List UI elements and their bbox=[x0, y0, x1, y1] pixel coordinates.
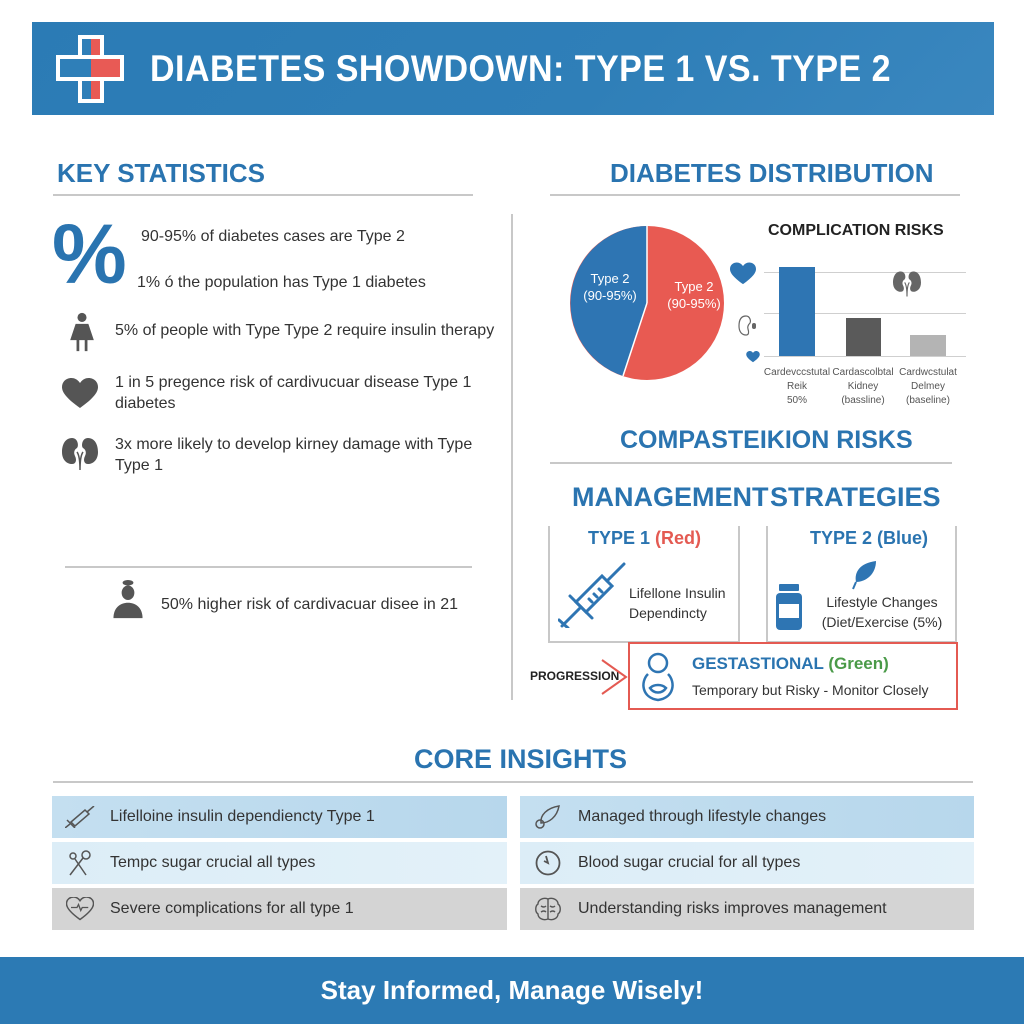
insight-text: Tempc sugar crucial all types bbox=[110, 854, 316, 871]
heart-icon bbox=[730, 262, 756, 285]
heart-icon bbox=[746, 351, 760, 363]
insight-text: Lifelloine insulin dependiencty Type 1 bbox=[110, 808, 375, 825]
scissors-icon bbox=[60, 850, 100, 876]
medical-cross-icon bbox=[56, 34, 124, 103]
footer-slogan: Stay Informed, Manage Wisely! bbox=[320, 975, 704, 1005]
divider bbox=[738, 526, 740, 642]
insight-item: Lifelloine insulin dependiencty Type 1 bbox=[52, 796, 507, 838]
leaf-icon bbox=[852, 561, 876, 590]
distribution-pie-chart bbox=[570, 226, 724, 380]
management-title: MANAGEMENT bbox=[572, 482, 769, 512]
pie-label-type2-red: Type 2 (90-95%) bbox=[667, 279, 721, 311]
bar-label: Cardwcstulat Delmey (baseline) bbox=[899, 367, 957, 406]
page-title: DIABETES SHOWDOWN: TYPE 1 VS. TYPE 2 bbox=[150, 47, 891, 89]
person-icon bbox=[70, 312, 94, 352]
mother-baby-icon bbox=[642, 652, 674, 702]
key-statistics-title: KEY STATISTICS bbox=[57, 158, 266, 188]
divider bbox=[53, 194, 473, 196]
arrow-right-icon bbox=[601, 659, 628, 695]
stat-item: 50% higher risk of cardivacuar disee in … bbox=[161, 596, 459, 613]
type2-title: TYPE 2 (Blue) bbox=[810, 528, 929, 548]
divider bbox=[550, 194, 960, 196]
bar-kidney bbox=[846, 318, 881, 356]
percent-icon: % bbox=[52, 207, 127, 301]
insight-item: Managed through lifestyle changes bbox=[520, 796, 974, 838]
column-divider bbox=[511, 214, 513, 700]
insight-item: Severe complications for all type 1 bbox=[52, 888, 507, 930]
syringe-icon bbox=[60, 806, 100, 828]
heart-icon bbox=[62, 378, 98, 408]
strategies-title: STRATEGIES bbox=[770, 482, 941, 512]
insight-item: Tempc sugar crucial all types bbox=[52, 842, 507, 884]
insight-item: Understanding risks improves management bbox=[520, 888, 974, 930]
kidney-outline-icon bbox=[738, 315, 756, 336]
heartbeat-icon bbox=[60, 897, 100, 921]
leaf-icon bbox=[528, 805, 568, 829]
insight-text: Managed through lifestyle changes bbox=[578, 808, 827, 825]
stat-item: 1 in 5 pregence risk of cardivucuar dise… bbox=[115, 374, 472, 412]
type1-description: Lifellone Insulin Dependincty bbox=[629, 585, 726, 621]
divider bbox=[53, 781, 973, 783]
bar-label: Cardevccstutal Reik 50% bbox=[763, 367, 831, 406]
pie-label-type2-blue: Type 2 (90-95%) bbox=[583, 271, 637, 303]
user-icon bbox=[113, 580, 143, 619]
gestational-title: GESTASTIONAL (Green) bbox=[692, 654, 889, 673]
insight-item: Blood sugar crucial for all types bbox=[520, 842, 974, 884]
progression-label: PROGRESSION bbox=[530, 669, 620, 683]
bar-delmey bbox=[910, 335, 946, 356]
divider bbox=[65, 566, 472, 568]
bar-cardiovascular bbox=[779, 267, 815, 356]
kidney-icon bbox=[893, 271, 921, 297]
insight-text: Severe complications for all type 1 bbox=[110, 900, 354, 917]
gridline bbox=[764, 272, 966, 273]
bar-label: Cardascolbtal Kidney (bassline) bbox=[832, 367, 894, 406]
distribution-title: DIABETES DISTRIBUTION bbox=[610, 158, 934, 188]
gestational-subtitle: Temporary but Risky - Monitor Closely bbox=[692, 682, 929, 698]
stat-item: 90-95% of diabetes cases are Type 2 bbox=[141, 228, 405, 245]
complication-risks-title: COMPLICATION RISKS bbox=[768, 222, 944, 239]
comparison-risks-title: COMPASTEIKION RISKS bbox=[620, 426, 913, 454]
clock-icon bbox=[528, 850, 568, 876]
stat-item: 5% of people with Type Type 2 require in… bbox=[115, 322, 495, 339]
footer-banner: Stay Informed, Manage Wisely! bbox=[0, 957, 1024, 1024]
gestational-card: GESTASTIONAL (Green) Temporary but Risky… bbox=[628, 642, 958, 710]
divider bbox=[955, 526, 957, 642]
divider bbox=[766, 526, 768, 642]
gridline bbox=[764, 313, 966, 314]
header-banner: DIABETES SHOWDOWN: TYPE 1 VS. TYPE 2 bbox=[32, 22, 994, 115]
kidney-icon bbox=[62, 438, 98, 471]
stat-item: 3x more likely to develop kirney damage … bbox=[115, 436, 473, 474]
insight-text: Blood sugar crucial for all types bbox=[578, 854, 801, 871]
brain-icon bbox=[528, 897, 568, 921]
divider bbox=[550, 462, 952, 464]
gridline bbox=[764, 356, 966, 357]
divider bbox=[548, 526, 550, 642]
type2-description: Lifestyle Changes (Diet/Exercise (5%) bbox=[821, 594, 943, 630]
core-insights-title: CORE INSIGHTS bbox=[414, 744, 628, 774]
insight-text: Understanding risks improves management bbox=[578, 900, 887, 917]
stat-item: 1% ó the population has Type 1 diabetes bbox=[137, 274, 426, 291]
medicine-bottle-icon bbox=[776, 584, 802, 630]
syringe-icon bbox=[558, 562, 626, 628]
type1-title: TYPE 1 (Red) bbox=[588, 528, 702, 548]
